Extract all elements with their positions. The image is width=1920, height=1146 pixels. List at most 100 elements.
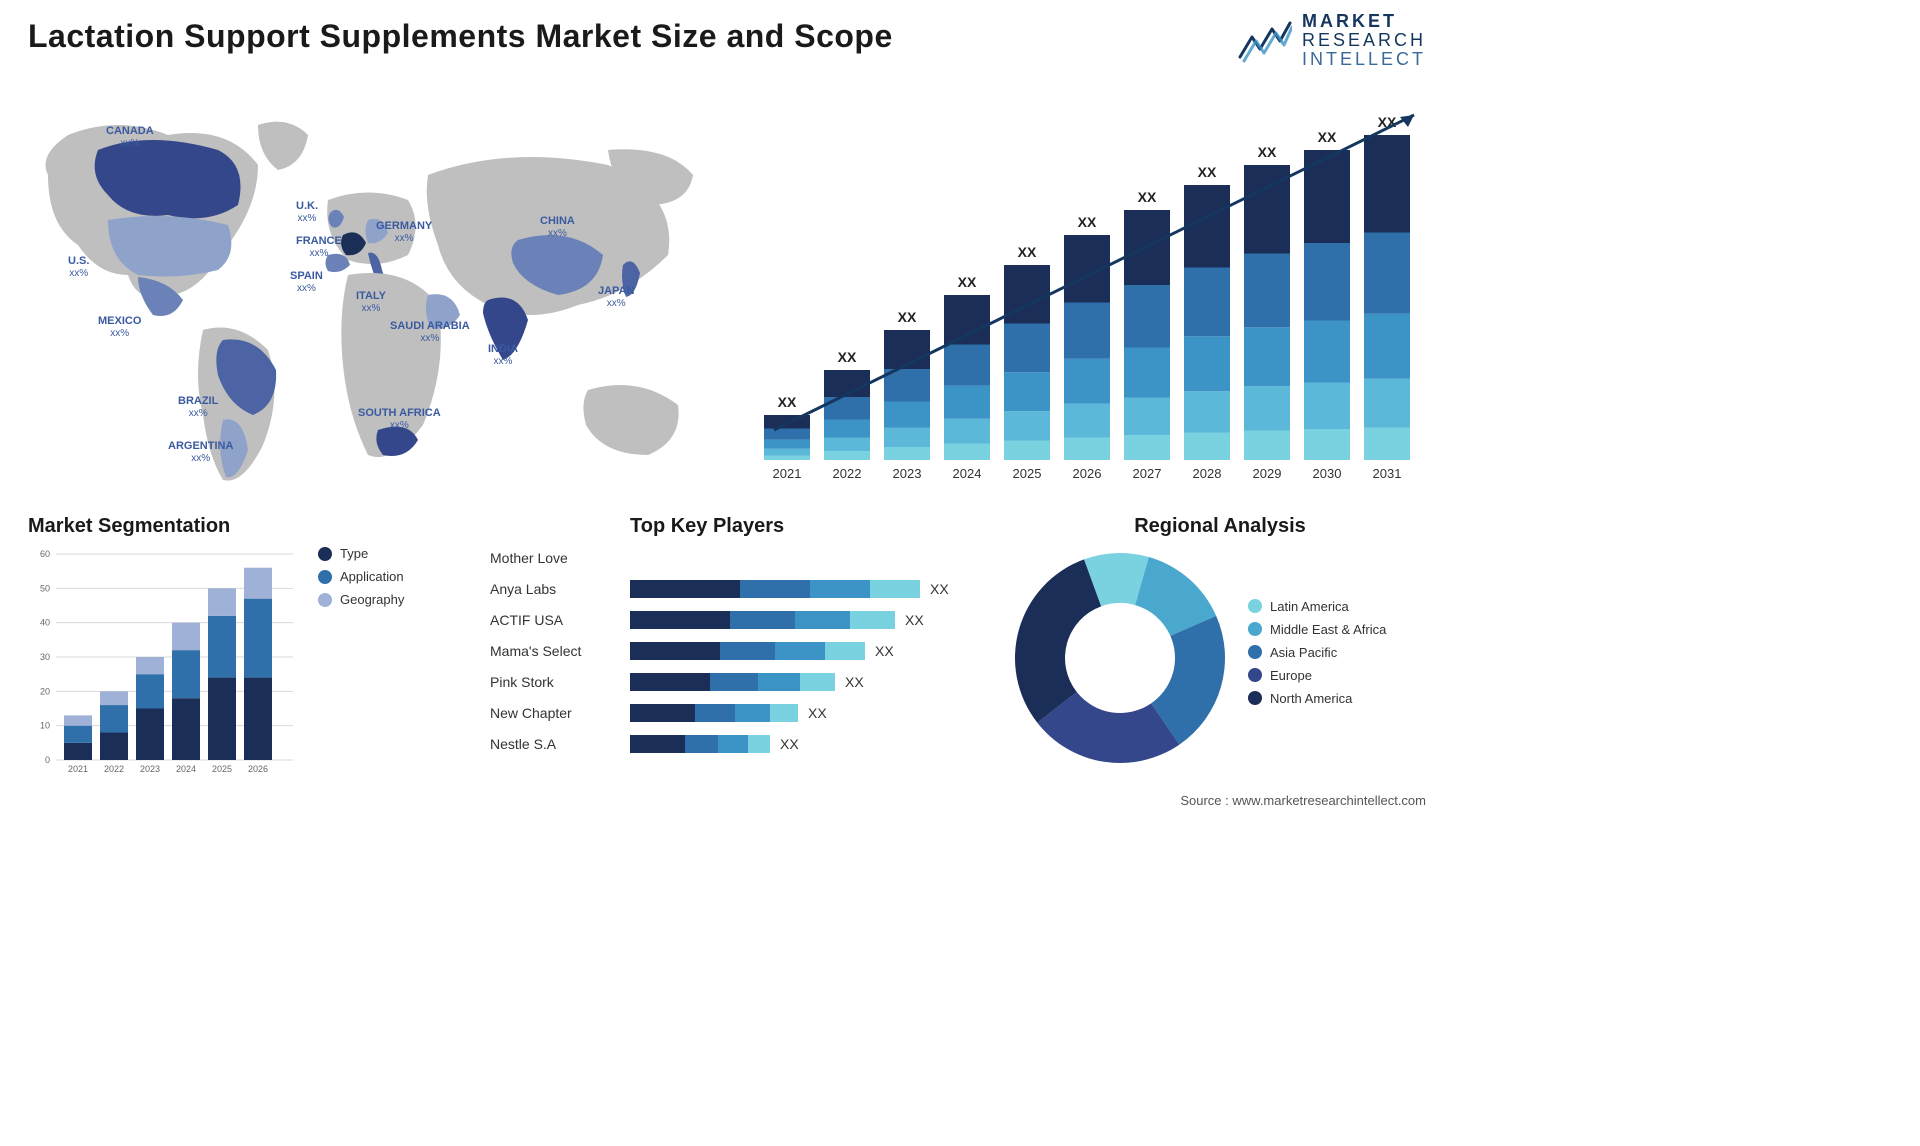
- player-row: Nestle S.A XX: [490, 732, 990, 756]
- svg-text:60: 60: [40, 549, 50, 559]
- segmentation-chart: 0 10 20 30 40 50 60 2021 2022 2023 2024 2025 2026: [28, 546, 298, 776]
- player-row: Mama's Select XX: [490, 639, 990, 663]
- segmentation-legend: Type Application Geography: [318, 546, 404, 615]
- map-label: U.S.xx%: [68, 255, 89, 279]
- map-label: CANADAxx%: [106, 125, 154, 149]
- map-label: ITALYxx%: [356, 290, 386, 314]
- svg-text:10: 10: [40, 721, 50, 731]
- player-bar: [630, 611, 895, 629]
- legend-item: Geography: [318, 592, 404, 607]
- logo-line3: INTELLECT: [1302, 50, 1426, 69]
- world-map: CANADAxx% U.S.xx% MEXICOxx% BRAZILxx% ARGENT…: [28, 95, 708, 490]
- segmentation-title: Market Segmentation: [28, 515, 448, 538]
- svg-text:50: 50: [40, 583, 50, 593]
- player-row: Mother Love: [490, 546, 990, 570]
- map-label: U.K.xx%: [296, 200, 318, 224]
- regional-donut: [1010, 546, 1230, 766]
- player-name: New Chapter: [490, 705, 630, 721]
- player-name: Pink Stork: [490, 674, 630, 690]
- player-row: ACTIF USA XX: [490, 608, 990, 632]
- svg-text:2024: 2024: [176, 764, 196, 774]
- svg-text:2022: 2022: [833, 466, 862, 481]
- svg-text:2027: 2027: [1133, 466, 1162, 481]
- map-label: SOUTH AFRICAxx%: [358, 407, 441, 431]
- svg-text:XX: XX: [1018, 244, 1037, 260]
- segmentation-section: Market Segmentation 0 10 20 30 40 50 60 2021 202…: [28, 515, 448, 776]
- map-label: INDIAxx%: [488, 343, 518, 367]
- player-value: XX: [808, 705, 827, 721]
- logo-line2: RESEARCH: [1302, 31, 1426, 50]
- map-label: FRANCExx%: [296, 235, 342, 259]
- regional-legend: Latin America Middle East & Africa Asia Pa…: [1248, 599, 1386, 714]
- player-bar: [630, 642, 865, 660]
- legend-item: Europe: [1248, 668, 1386, 683]
- svg-text:XX: XX: [958, 274, 977, 290]
- svg-text:2025: 2025: [212, 764, 232, 774]
- map-label: MEXICOxx%: [98, 315, 141, 339]
- svg-text:2030: 2030: [1313, 466, 1342, 481]
- svg-text:2023: 2023: [140, 764, 160, 774]
- logo-line1: MARKET: [1302, 12, 1426, 31]
- map-label: SAUDI ARABIAxx%: [390, 320, 470, 344]
- player-row: Pink Stork XX: [490, 670, 990, 694]
- svg-text:2026: 2026: [248, 764, 268, 774]
- svg-text:2028: 2028: [1193, 466, 1222, 481]
- legend-item: Asia Pacific: [1248, 645, 1386, 660]
- svg-text:40: 40: [40, 618, 50, 628]
- page-title: Lactation Support Supplements Market Siz…: [28, 18, 893, 55]
- logo-icon: [1236, 17, 1292, 63]
- svg-text:XX: XX: [838, 349, 857, 365]
- key-players-title: Top Key Players: [630, 515, 990, 538]
- player-name: Mama's Select: [490, 643, 630, 659]
- svg-text:XX: XX: [778, 394, 797, 410]
- legend-item: Middle East & Africa: [1248, 622, 1386, 637]
- player-bar: [630, 735, 770, 753]
- player-value: XX: [780, 736, 799, 752]
- svg-text:2021: 2021: [773, 466, 802, 481]
- svg-text:XX: XX: [1198, 164, 1217, 180]
- svg-text:XX: XX: [1078, 214, 1097, 230]
- player-name: Nestle S.A: [490, 736, 630, 752]
- map-label: ARGENTINAxx%: [168, 440, 233, 464]
- source-text: Source : www.marketresearchintellect.com: [1180, 793, 1426, 808]
- map-label: BRAZILxx%: [178, 395, 218, 419]
- player-name: Anya Labs: [490, 581, 630, 597]
- key-players-section: Top Key Players Mother LoveAnya LabsXXAC…: [490, 515, 990, 763]
- map-label: CHINAxx%: [540, 215, 575, 239]
- svg-text:XX: XX: [898, 309, 917, 325]
- player-value: XX: [845, 674, 864, 690]
- growth-chart: XX2021XX2022XX2023XX2024XX2025XX2026XX20…: [756, 95, 1426, 490]
- legend-item: Type: [318, 546, 404, 561]
- player-value: XX: [930, 581, 949, 597]
- svg-text:2029: 2029: [1253, 466, 1282, 481]
- svg-text:2025: 2025: [1013, 466, 1042, 481]
- legend-item: Application: [318, 569, 404, 584]
- player-row: Anya Labs XX: [490, 577, 990, 601]
- brand-logo: MARKET RESEARCH INTELLECT: [1236, 12, 1426, 69]
- svg-text:2024: 2024: [953, 466, 982, 481]
- svg-text:0: 0: [45, 755, 50, 765]
- svg-text:2023: 2023: [893, 466, 922, 481]
- player-value: XX: [905, 612, 924, 628]
- svg-text:2022: 2022: [104, 764, 124, 774]
- svg-text:2021: 2021: [68, 764, 88, 774]
- player-row: New Chapter XX: [490, 701, 990, 725]
- svg-text:XX: XX: [1258, 144, 1277, 160]
- player-bar: [630, 704, 798, 722]
- player-bar: [630, 580, 920, 598]
- regional-title: Regional Analysis: [1010, 515, 1430, 538]
- svg-text:XX: XX: [1318, 129, 1337, 145]
- svg-text:2031: 2031: [1373, 466, 1402, 481]
- svg-text:30: 30: [40, 652, 50, 662]
- svg-text:XX: XX: [1138, 189, 1157, 205]
- legend-item: North America: [1248, 691, 1386, 706]
- map-label: GERMANYxx%: [376, 220, 432, 244]
- legend-item: Latin America: [1248, 599, 1386, 614]
- regional-section: Regional Analysis Latin America Middle Ea…: [1010, 515, 1430, 766]
- map-label: SPAINxx%: [290, 270, 323, 294]
- player-name: Mother Love: [490, 550, 630, 566]
- player-value: XX: [875, 643, 894, 659]
- svg-text:20: 20: [40, 686, 50, 696]
- player-bar: [630, 673, 835, 691]
- player-name: ACTIF USA: [490, 612, 630, 628]
